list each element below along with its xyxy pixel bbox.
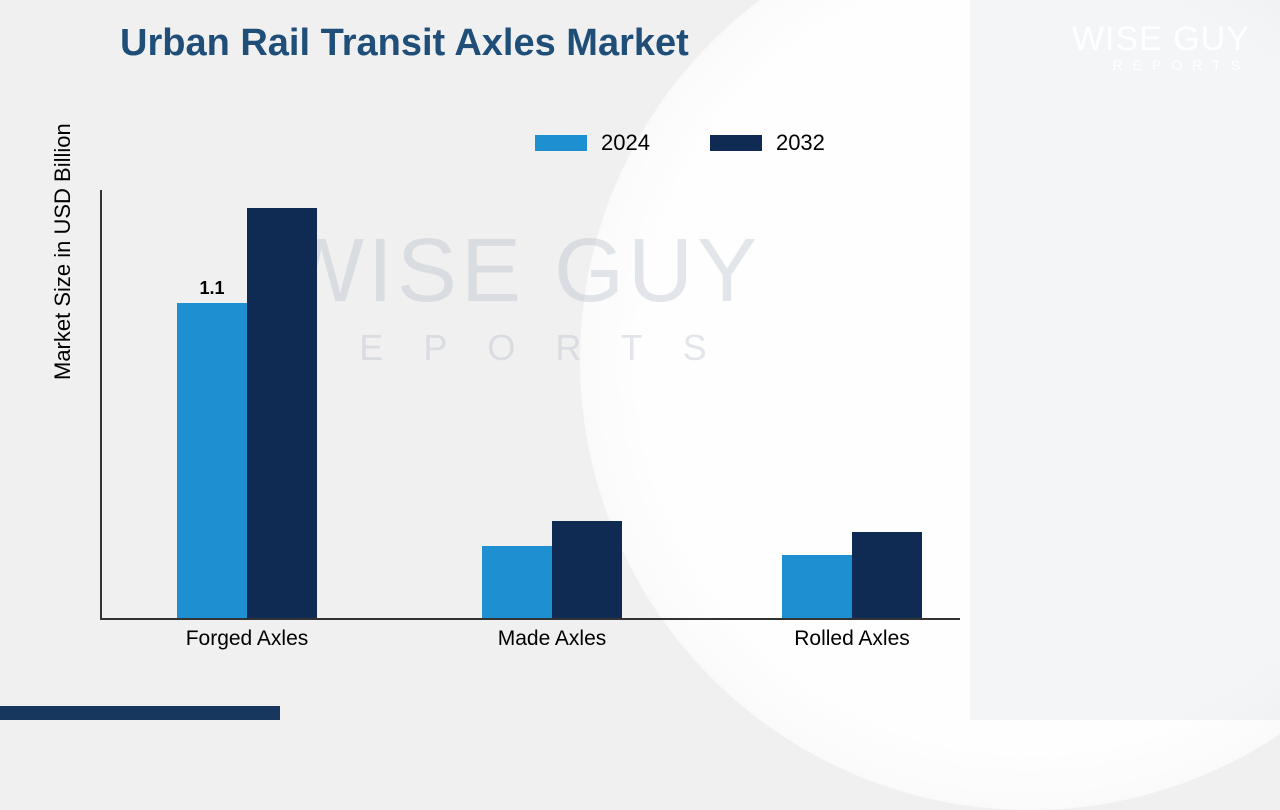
- bar-group: Made Axles: [482, 521, 622, 618]
- bar: [782, 555, 852, 618]
- legend-item-2032: 2032: [710, 130, 825, 156]
- bar: [552, 521, 622, 618]
- y-axis-label: Market Size in USD Billion: [50, 123, 76, 380]
- bar: 1.1: [177, 303, 247, 618]
- legend-swatch-2032: [710, 135, 762, 151]
- logo-sub: REPORTS: [1072, 57, 1250, 73]
- bar: [852, 532, 922, 618]
- logo-main: WISE GUY: [1072, 20, 1250, 59]
- chart-plot-area: 1.1Forged Axles Made Axles Rolled Axles: [100, 190, 960, 620]
- chart-title: Urban Rail Transit Axles Market: [120, 22, 689, 65]
- x-axis-category-label: Rolled Axles: [772, 626, 932, 651]
- legend-swatch-2024: [535, 135, 587, 151]
- bar: [247, 208, 317, 618]
- legend: 2024 2032: [535, 130, 825, 156]
- bar-group: Rolled Axles: [782, 532, 922, 618]
- bottom-accent-bar: [0, 706, 280, 720]
- legend-label-2024: 2024: [601, 130, 650, 156]
- x-axis-category-label: Forged Axles: [167, 626, 327, 651]
- legend-item-2024: 2024: [535, 130, 650, 156]
- logo: WISE GUY REPORTS: [1072, 20, 1250, 73]
- bar-value-label: 1.1: [199, 278, 224, 299]
- bar: [482, 546, 552, 618]
- legend-label-2032: 2032: [776, 130, 825, 156]
- bar-group: 1.1Forged Axles: [177, 208, 317, 618]
- x-axis-category-label: Made Axles: [472, 626, 632, 651]
